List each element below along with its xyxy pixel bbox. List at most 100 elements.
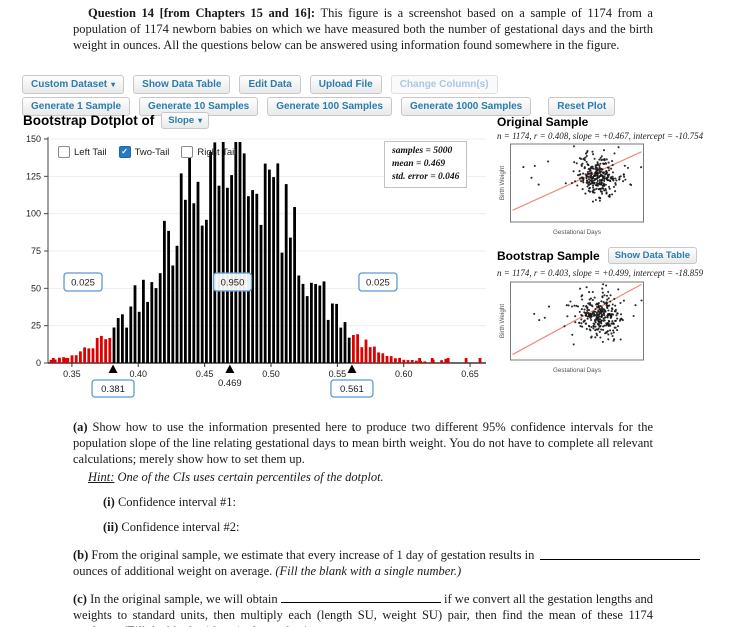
reset-plot-button[interactable]: Reset Plot (548, 97, 616, 116)
generate-1-sample-button[interactable]: Generate 1 Sample (22, 97, 131, 116)
part-c-blank (280, 591, 441, 603)
change-columns-button[interactable]: Change Column(s) (390, 75, 498, 94)
tail-controls: Left Tail ✓ Two-Tail Right Tail (58, 146, 236, 158)
part-a-i: (i) Confidence interval #1: (103, 494, 653, 510)
svg-text:0.025: 0.025 (71, 278, 95, 289)
part-b-text-after: ounces of additional weight on average. (73, 564, 273, 579)
tail-proportion-right[interactable] (358, 272, 398, 292)
bootstrap-sample-heading: Bootstrap Sample (497, 248, 600, 263)
part-b-line2: ounces of additional weight on average. … (73, 563, 700, 579)
question-parts: (a) Show how to use the information pres… (73, 419, 700, 627)
bootstrap-show-data-table-button[interactable]: Show Data Table (607, 247, 697, 264)
edit-data-button[interactable]: Edit Data (239, 75, 301, 94)
upload-file-button[interactable]: Upload File (309, 75, 382, 94)
x-axis-label: Gestational Days (553, 367, 601, 374)
regression-line (512, 283, 642, 356)
part-b: (b) From the original sample, we estimat… (73, 547, 700, 579)
regression-line (512, 151, 642, 211)
part-c-text-before: In the original sample, we will obtain (90, 591, 278, 606)
left-tail-option[interactable]: Left Tail (58, 146, 107, 158)
dotplot-svg: 0 25 50 75 100 125 150 0.35 0.40 0.45 0.50 0.55 0.60… (26, 134, 486, 398)
show-data-table-button[interactable]: Show Data Table (133, 75, 231, 94)
question-intro: Question 14 [from Chapters 15 and 16]: T… (73, 5, 653, 54)
part-a-ii-text: Confidence interval #2: (121, 520, 240, 535)
part-b-before-blank-text: From the original sample, we estimate th… (91, 548, 535, 563)
svg-text:0.40: 0.40 (129, 369, 147, 379)
svg-text:0.45: 0.45 (196, 369, 214, 379)
part-b-text-before: (b) From the original sample, we estimat… (73, 547, 534, 563)
question-number: Question 14 [from Chapters 15 and 16]: (88, 6, 316, 20)
part-b-label: (b) (73, 548, 89, 563)
tail-proportion-center[interactable] (212, 272, 253, 292)
toolbar-row2: Generate 1 Sample Generate 10 Samples Ge… (22, 97, 620, 116)
part-a-hint: Hint: One of the CIs uses certain percen… (88, 469, 653, 485)
left-tail-checkbox[interactable] (58, 146, 70, 158)
hint-text: One of the CIs uses certain percentiles … (117, 469, 384, 484)
svg-text:150: 150 (26, 134, 41, 144)
part-b-note: (Fill the blank with a single number.) (275, 564, 462, 579)
slope-dropdown-label: Slope (168, 115, 195, 126)
svg-text:0.381: 0.381 (101, 384, 125, 395)
svg-text:50: 50 (31, 283, 41, 293)
part-c: (c) In the original sample, we will obta… (73, 591, 653, 627)
bootstrap-show-data-table-label: Show Data Table (614, 250, 690, 261)
two-tail-checkbox[interactable]: ✓ (118, 146, 131, 158)
edit-data-label: Edit Data (248, 79, 292, 90)
y-axis-label: Birth Weight (499, 304, 506, 338)
bootstrap-sample-stats: n = 1174, r = 0.403, slope = +0.499, int… (497, 268, 704, 278)
original-sample-heading: Original Sample (497, 115, 589, 129)
samples-stat: samples = 5000 (392, 146, 453, 156)
part-a-label: (a) (73, 420, 88, 434)
generate-1000-label: Generate 1000 Samples (409, 101, 523, 112)
part-c-text-after: if we convert all the gestation lengths … (73, 591, 654, 627)
stderr-stat: std. error = 0.046 (392, 172, 460, 182)
part-c-note: (Fill the blank with a single number.) (122, 624, 308, 627)
percentile-box-upper[interactable] (330, 379, 374, 398)
bootstrap-sample-scatter-svg: Birth Weight Gestational Days (499, 281, 644, 374)
part-a-i-text: Confidence interval #1: (117, 494, 236, 509)
svg-text:0.65: 0.65 (461, 369, 479, 379)
change-columns-label: Change Column(s) (399, 79, 489, 90)
svg-text:0.561: 0.561 (340, 384, 364, 395)
original-sample-stats: n = 1174, r = 0.408, slope = +0.467, int… (497, 131, 704, 141)
part-a-i-label: (i) (103, 494, 115, 509)
question-intro-text: This figure is a screenshot based on a s… (73, 6, 653, 53)
svg-text:0.35: 0.35 (63, 369, 81, 379)
part-b-line1: (b) From the original sample, we estimat… (73, 547, 700, 563)
part-a-text: Show how to use the information presente… (73, 420, 654, 467)
slope-dropdown[interactable]: Slope ▾ (161, 112, 210, 129)
axis-labels: 0 25 50 75 100 125 150 0.35 0.40 0.45 0.50 0.55 0.60… (26, 134, 479, 379)
upload-file-label: Upload File (318, 79, 373, 90)
generate-100-samples-button[interactable]: Generate 100 Samples (267, 97, 392, 116)
custom-dataset-button[interactable]: Custom Dataset ▾ (22, 75, 125, 94)
two-tail-option[interactable]: ✓ Two-Tail (118, 146, 170, 158)
svg-text:0.025: 0.025 (366, 278, 390, 289)
bootstrap-sample-header-row: Bootstrap Sample Show Data Table (497, 247, 697, 264)
right-tail-option[interactable]: Right Tail (181, 146, 236, 158)
percentile-box-lower[interactable] (91, 379, 135, 398)
generate-100-label: Generate 100 Samples (276, 101, 383, 112)
svg-text:0.950: 0.950 (221, 278, 245, 289)
generate-1000-samples-button[interactable]: Generate 1000 Samples (400, 97, 532, 116)
part-a: (a) Show how to use the information pres… (73, 419, 653, 468)
generate-1-label: Generate 1 Sample (31, 101, 122, 112)
left-tail-label: Left Tail (74, 146, 107, 158)
tail-proportion-left[interactable] (63, 272, 103, 292)
generate-10-label: Generate 10 Samples (148, 101, 250, 112)
x-axis-label: Gestational Days (553, 229, 601, 236)
svg-text:125: 125 (26, 171, 41, 181)
dotplot-title: Bootstrap Dotplot of (23, 113, 155, 128)
svg-text:0: 0 (36, 358, 41, 368)
y-axis-label: Birth Weight (499, 166, 506, 200)
scatter-points (522, 145, 643, 203)
hint-label: Hint: (88, 469, 115, 484)
mean-stat: mean = 0.469 (392, 159, 446, 169)
right-tail-checkbox[interactable] (181, 146, 194, 158)
part-a-ii-label: (ii) (103, 520, 119, 535)
custom-dataset-label: Custom Dataset (31, 79, 108, 90)
show-data-table-label: Show Data Table (142, 79, 222, 90)
svg-text:0.50: 0.50 (262, 369, 280, 379)
two-tail-label: Two-Tail (134, 146, 170, 158)
svg-text:100: 100 (26, 209, 41, 219)
